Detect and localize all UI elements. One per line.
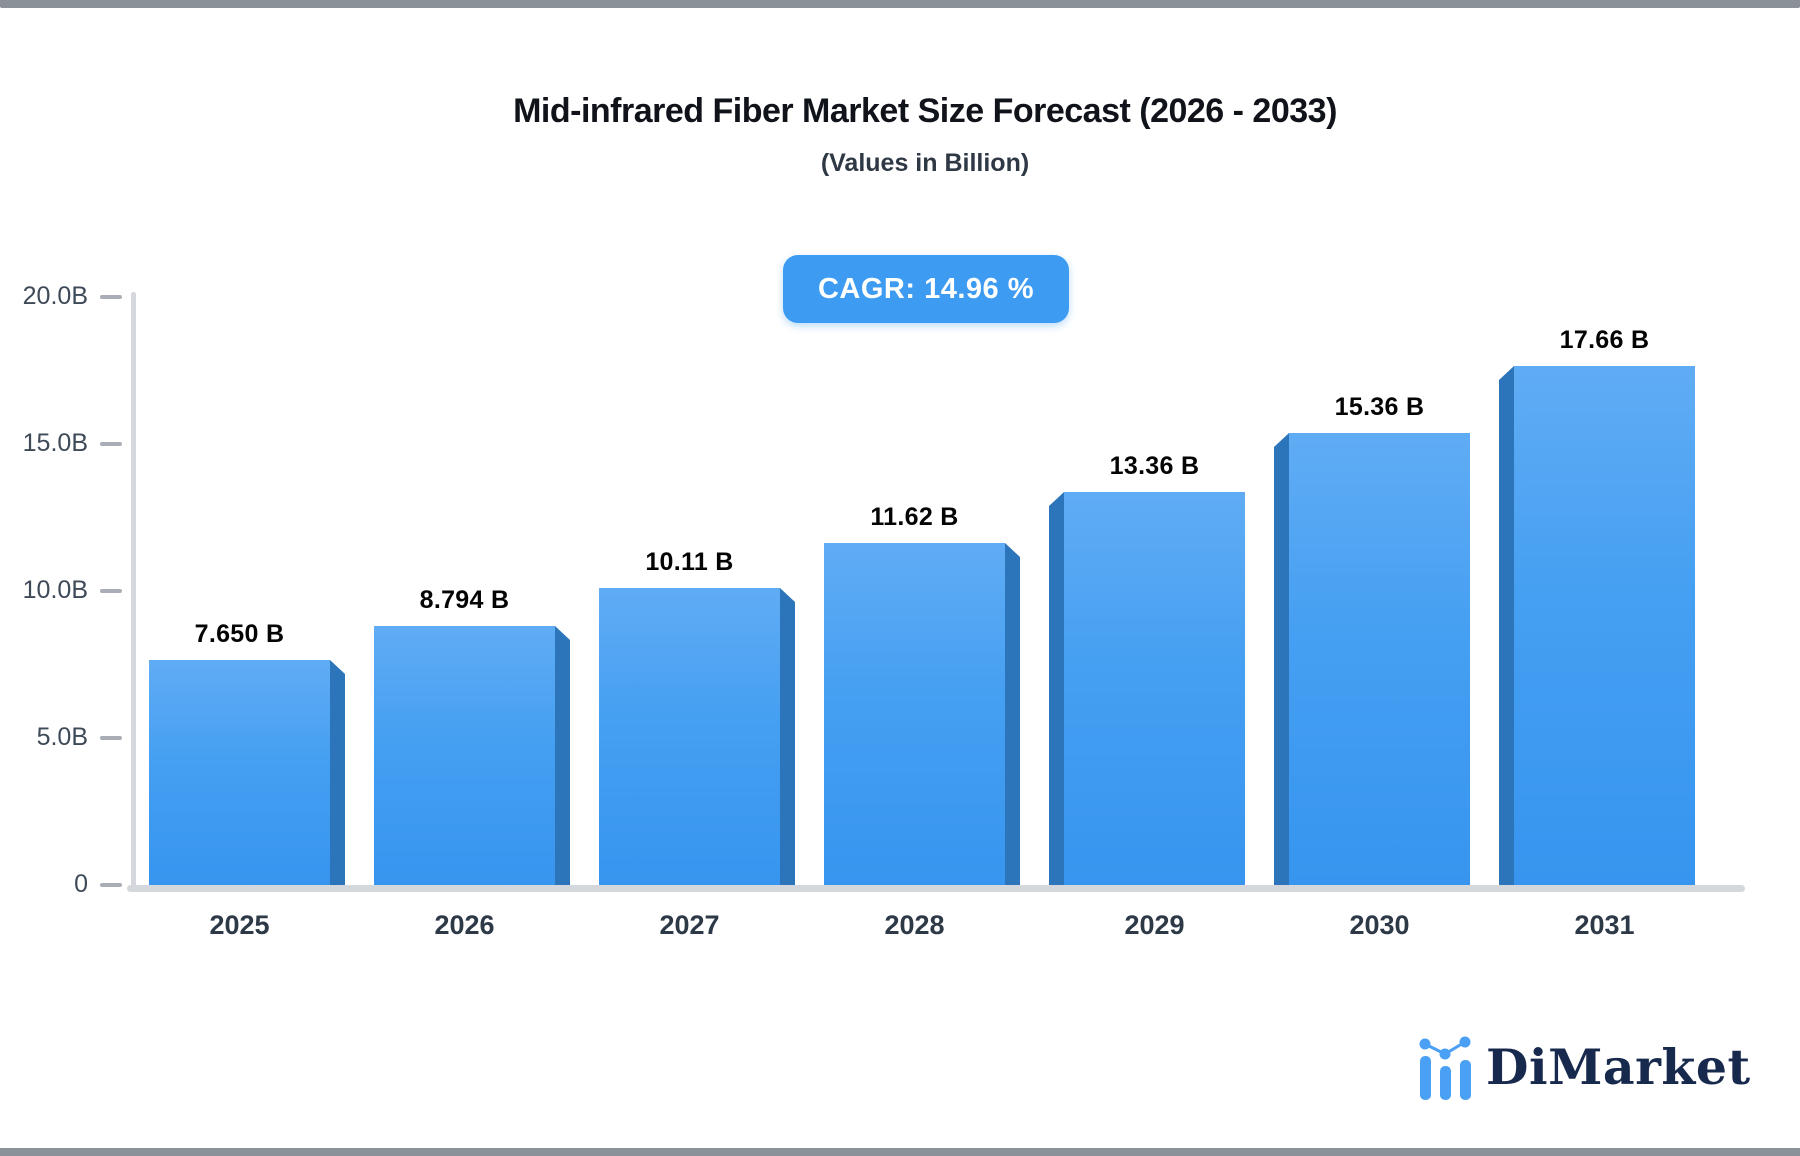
bar-value-label: 11.62 B: [870, 503, 959, 531]
bar-side-face: [1005, 543, 1020, 885]
y-axis-tick: [100, 883, 122, 887]
brand-logo: DiMarket: [1418, 1032, 1751, 1102]
bar: [374, 626, 570, 885]
y-axis-label: 0: [74, 870, 88, 898]
y-axis-label: 20.0B: [22, 282, 88, 310]
bar-side-face: [555, 626, 570, 885]
y-axis-tick: [100, 589, 122, 593]
x-axis-label: 2029: [1124, 910, 1185, 940]
bar: [599, 588, 795, 885]
y-axis-label: 15.0B: [22, 429, 88, 457]
x-axis-label: 2027: [659, 910, 720, 940]
screenshot-top-border: [0, 0, 1800, 8]
cagr-badge: CAGR: 14.96 %: [783, 255, 1069, 323]
bar-front-face: [1064, 492, 1245, 885]
bar-side-face: [1499, 366, 1514, 885]
y-axis-label: 10.0B: [22, 576, 88, 604]
bar-side-face: [1274, 433, 1289, 885]
cagr-badge-label: CAGR: 14.96 %: [817, 272, 1034, 305]
bar-value-label: 8.794 B: [419, 586, 510, 614]
bar: [1274, 433, 1470, 885]
screenshot-bottom-border: [0, 1148, 1800, 1156]
bar-front-face: [149, 660, 330, 885]
bar-value-label: 15.36 B: [1334, 393, 1425, 421]
x-axis-label: 2031: [1574, 910, 1635, 940]
chart-subtitle: (Values in Billion): [820, 149, 1030, 177]
y-axis-tick: [100, 295, 122, 299]
y-axis-tick: [100, 736, 122, 740]
bar: [149, 660, 345, 885]
bar-side-face: [1049, 492, 1064, 885]
bar-line-chart-logo-icon: [1419, 1036, 1471, 1100]
bar: [1499, 366, 1695, 885]
x-axis-baseline: [127, 885, 1745, 892]
x-axis-label: 2025: [209, 910, 270, 940]
bar-side-face: [330, 660, 345, 885]
bar-front-face: [824, 543, 1005, 885]
bar-value-label: 7.650 B: [194, 620, 285, 648]
bar-front-face: [374, 626, 555, 885]
x-axis-label: 2026: [434, 910, 495, 940]
chart-title: Mid-infrared Fiber Market Size Forecast …: [513, 92, 1337, 130]
x-axis-label: 2028: [884, 910, 945, 940]
bar-front-face: [1289, 433, 1470, 885]
bar-value-label: 17.66 B: [1559, 326, 1650, 354]
brand-logo-text: DiMarket: [1486, 1038, 1751, 1096]
bar-value-label: 13.36 B: [1109, 452, 1200, 480]
bar-front-face: [599, 588, 780, 885]
y-axis-label: 5.0B: [36, 723, 88, 751]
bar-front-face: [1514, 366, 1695, 885]
bar-side-face: [780, 588, 795, 885]
chart-header: Mid-infrared Fiber Market Size Forecast …: [50, 0, 1800, 178]
bar-value-label: 10.11 B: [645, 548, 734, 576]
bar: [824, 543, 1020, 885]
x-axis-label: 2030: [1349, 910, 1410, 940]
bar: [1049, 492, 1245, 885]
y-axis-line: [131, 292, 136, 888]
y-axis-tick: [100, 442, 122, 446]
